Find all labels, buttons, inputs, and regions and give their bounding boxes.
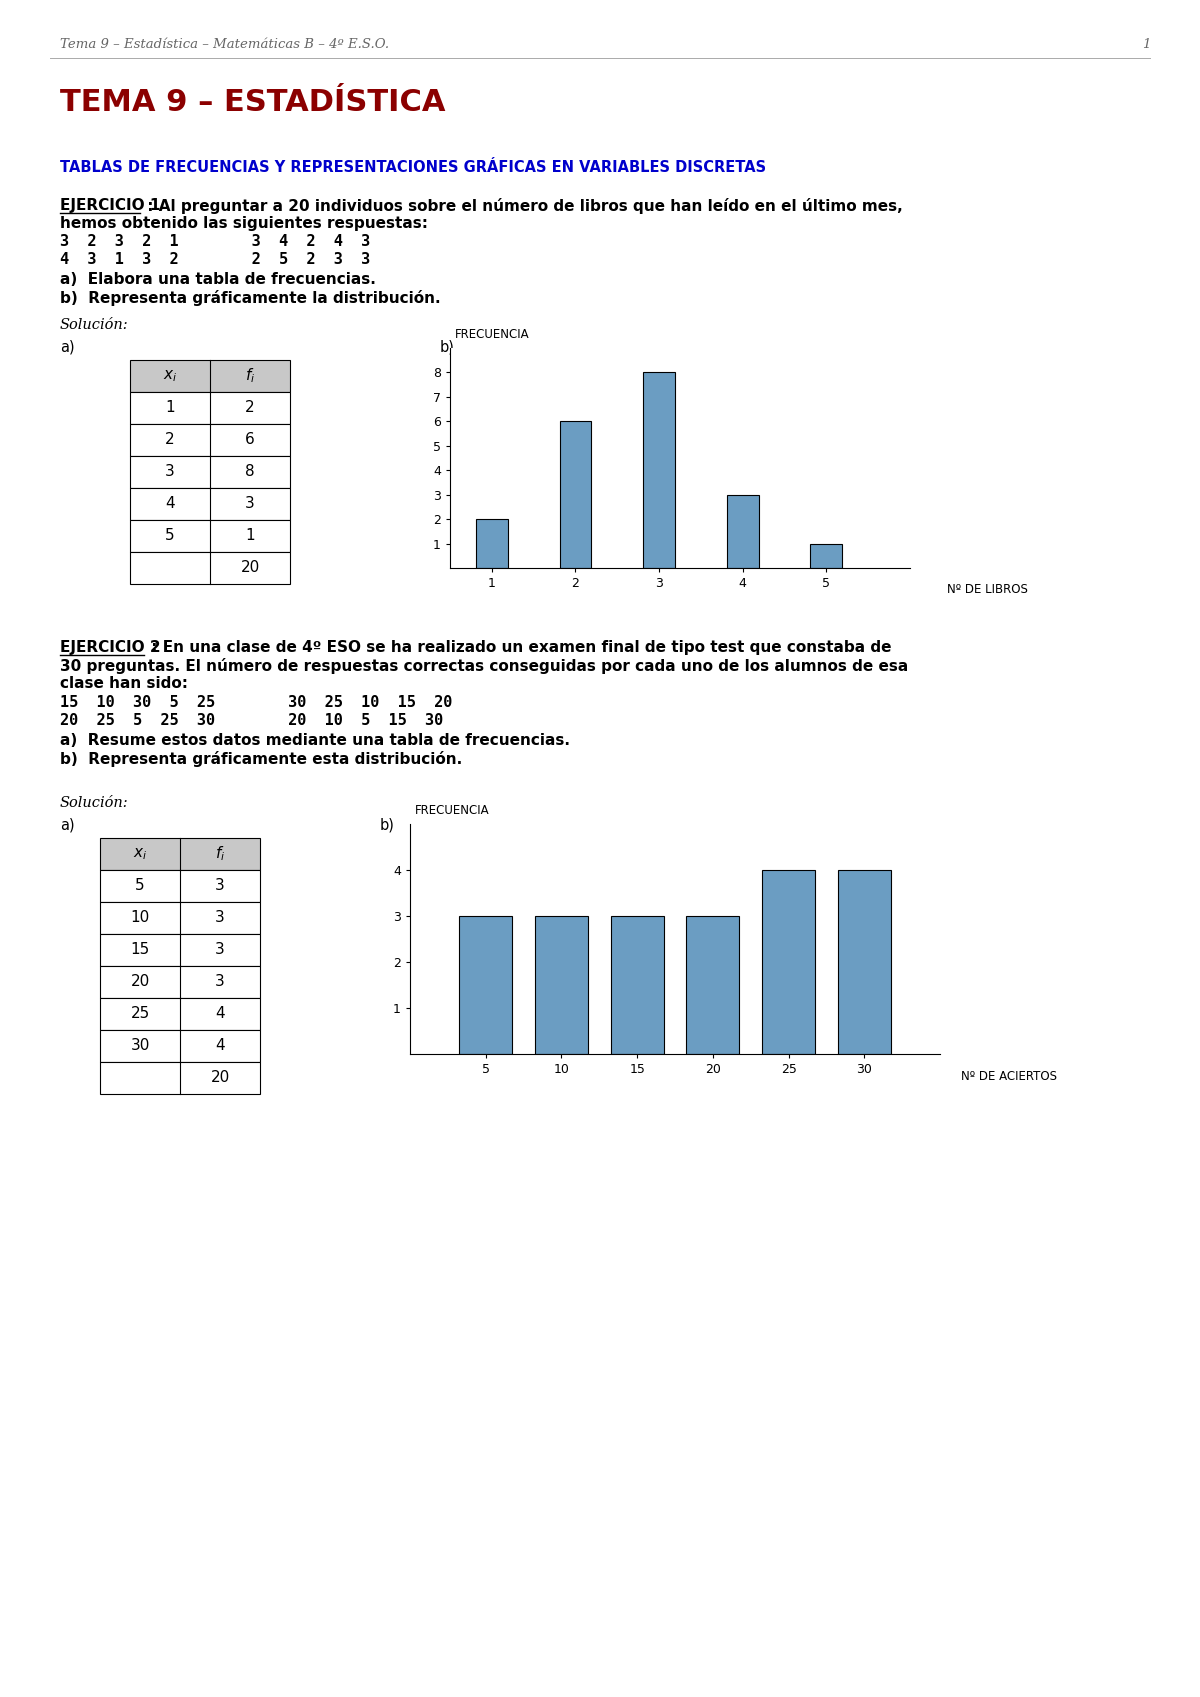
Bar <box>727 494 758 568</box>
Text: b): b) <box>380 818 395 833</box>
Bar <box>559 421 592 568</box>
Text: TEMA 9 – ESTADÍSTICA: TEMA 9 – ESTADÍSTICA <box>60 88 445 117</box>
Bar <box>130 392 290 424</box>
Bar <box>762 871 815 1054</box>
Text: Nº DE ACIERTOS: Nº DE ACIERTOS <box>961 1071 1057 1083</box>
Text: 3: 3 <box>215 974 224 989</box>
Bar <box>476 519 508 568</box>
Bar <box>100 1062 260 1095</box>
Text: $f_i$: $f_i$ <box>215 845 226 864</box>
Text: 30: 30 <box>131 1039 150 1054</box>
Text: a): a) <box>60 339 74 355</box>
Text: 3: 3 <box>215 942 224 957</box>
Bar <box>100 933 260 966</box>
Bar <box>100 998 260 1030</box>
Text: 25: 25 <box>131 1006 150 1022</box>
Text: EJERCICIO 2: EJERCICIO 2 <box>60 640 161 655</box>
Text: 15: 15 <box>131 942 150 957</box>
Text: : En una clase de 4º ESO se ha realizado un examen final de tipo test que consta: : En una clase de 4º ESO se ha realizado… <box>146 640 892 655</box>
Text: 8: 8 <box>245 465 254 480</box>
Bar <box>100 966 260 998</box>
Bar <box>686 916 739 1054</box>
Bar <box>100 1030 260 1062</box>
Text: Solución:: Solución: <box>60 317 128 333</box>
Text: FRECUENCIA: FRECUENCIA <box>415 804 490 816</box>
Text: hemos obtenido las siguientes respuestas:: hemos obtenido las siguientes respuestas… <box>60 216 428 231</box>
Text: b)  Representa gráficamente la distribución.: b) Representa gráficamente la distribuci… <box>60 290 440 305</box>
Bar <box>810 543 842 568</box>
Bar <box>130 360 290 392</box>
Text: 3: 3 <box>215 879 224 894</box>
Text: TABLAS DE FRECUENCIAS Y REPRESENTACIONES GRÁFICAS EN VARIABLES DISCRETAS: TABLAS DE FRECUENCIAS Y REPRESENTACIONES… <box>60 160 766 175</box>
Bar <box>535 916 588 1054</box>
Text: $x_i$: $x_i$ <box>163 368 178 384</box>
Text: 4: 4 <box>215 1039 224 1054</box>
Text: a)  Elabora una tabla de frecuencias.: a) Elabora una tabla de frecuencias. <box>60 272 376 287</box>
Text: 3: 3 <box>215 911 224 925</box>
Bar <box>130 424 290 456</box>
Bar <box>100 903 260 933</box>
Text: 20: 20 <box>131 974 150 989</box>
Text: 20: 20 <box>210 1071 229 1086</box>
Text: 4: 4 <box>215 1006 224 1022</box>
Text: $x_i$: $x_i$ <box>133 847 148 862</box>
Text: 6: 6 <box>245 433 254 448</box>
Bar <box>130 489 290 519</box>
Text: $f_i$: $f_i$ <box>245 367 256 385</box>
Text: 5: 5 <box>136 879 145 894</box>
Text: 4  3  1  3  2        2  5  2  3  3: 4 3 1 3 2 2 5 2 3 3 <box>60 251 371 266</box>
Text: 1: 1 <box>166 400 175 416</box>
Bar <box>130 552 290 584</box>
Text: 4: 4 <box>166 497 175 511</box>
Bar <box>643 372 674 568</box>
Text: 1: 1 <box>1141 37 1150 51</box>
Bar <box>100 838 260 871</box>
Text: Nº DE LIBROS: Nº DE LIBROS <box>947 584 1027 596</box>
Text: 3: 3 <box>245 497 254 511</box>
Text: 20  25  5  25  30        20  10  5  15  30: 20 25 5 25 30 20 10 5 15 30 <box>60 713 443 728</box>
Text: Solución:: Solución: <box>60 796 128 809</box>
Text: FRECUENCIA: FRECUENCIA <box>455 329 529 341</box>
Bar <box>100 871 260 903</box>
Text: 3  2  3  2  1        3  4  2  4  3: 3 2 3 2 1 3 4 2 4 3 <box>60 234 371 249</box>
Bar <box>460 916 512 1054</box>
Bar <box>130 519 290 552</box>
Text: Tema 9 – Estadística – Matemáticas B – 4º E.S.O.: Tema 9 – Estadística – Matemáticas B – 4… <box>60 37 389 51</box>
Text: 2: 2 <box>245 400 254 416</box>
Text: 2: 2 <box>166 433 175 448</box>
Text: 15  10  30  5  25        30  25  10  15  20: 15 10 30 5 25 30 25 10 15 20 <box>60 696 452 709</box>
Text: 3: 3 <box>166 465 175 480</box>
Bar <box>611 916 664 1054</box>
Text: clase han sido:: clase han sido: <box>60 675 188 691</box>
Text: 20: 20 <box>240 560 259 575</box>
Text: a): a) <box>60 818 74 833</box>
Text: a)  Resume estos datos mediante una tabla de frecuencias.: a) Resume estos datos mediante una tabla… <box>60 733 570 748</box>
Text: EJERCICIO 1: EJERCICIO 1 <box>60 199 161 214</box>
Text: b)  Representa gráficamente esta distribución.: b) Representa gráficamente esta distribu… <box>60 752 462 767</box>
Text: 1: 1 <box>245 528 254 543</box>
Bar <box>130 456 290 489</box>
Text: 30 preguntas. El número de respuestas correctas conseguidas por cada uno de los : 30 preguntas. El número de respuestas co… <box>60 658 908 674</box>
Text: b): b) <box>440 339 455 355</box>
Text: 5: 5 <box>166 528 175 543</box>
Text: : Al preguntar a 20 individuos sobre el número de libros que han leído en el últ: : Al preguntar a 20 individuos sobre el … <box>142 199 902 214</box>
Text: 10: 10 <box>131 911 150 925</box>
Bar <box>838 871 890 1054</box>
